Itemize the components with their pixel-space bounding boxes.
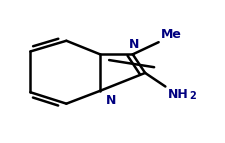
- Text: NH: NH: [168, 88, 188, 101]
- Text: 2: 2: [189, 91, 196, 101]
- Text: N: N: [106, 94, 116, 107]
- Text: N: N: [129, 38, 139, 51]
- Text: Me: Me: [161, 28, 182, 41]
